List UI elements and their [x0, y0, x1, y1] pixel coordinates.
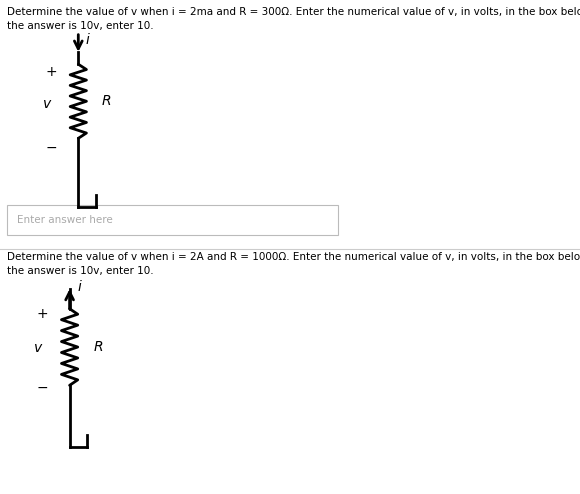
Text: −: − — [45, 141, 57, 155]
Text: i: i — [77, 280, 81, 293]
Text: i: i — [86, 33, 90, 46]
Text: +: + — [45, 65, 57, 79]
Text: Determine the value of v when i = 2ma and R = 300Ω. Enter the numerical value of: Determine the value of v when i = 2ma an… — [7, 7, 580, 17]
Text: v: v — [44, 97, 52, 111]
Text: the answer is 10v, enter 10.: the answer is 10v, enter 10. — [7, 266, 154, 276]
Text: R: R — [94, 340, 104, 354]
Text: the answer is 10v, enter 10.: the answer is 10v, enter 10. — [7, 21, 154, 31]
Text: v: v — [34, 341, 42, 355]
Text: Determine the value of v when i = 2A and R = 1000Ω. Enter the numerical value of: Determine the value of v when i = 2A and… — [7, 252, 580, 262]
Text: Enter answer here: Enter answer here — [17, 215, 113, 225]
FancyBboxPatch shape — [7, 205, 338, 235]
Text: −: − — [37, 381, 48, 395]
Text: R: R — [102, 94, 111, 108]
Text: +: + — [37, 307, 48, 321]
